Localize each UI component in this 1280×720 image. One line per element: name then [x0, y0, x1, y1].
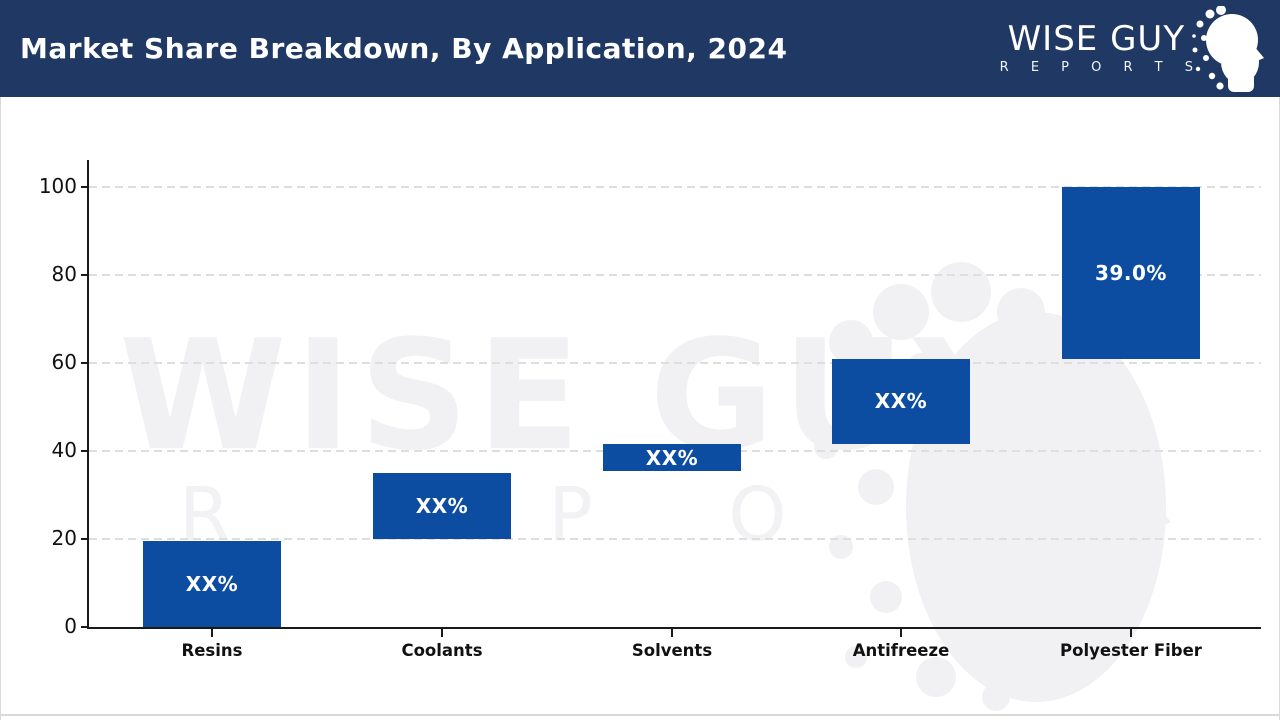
category-label-4: Polyester Fiber [1060, 641, 1202, 660]
bar-solvents: XX% [603, 444, 741, 471]
y-tick-label-60: 60 [51, 350, 77, 374]
y-axis [87, 160, 89, 629]
bar-value-label: XX% [415, 494, 469, 518]
wise-guy-logo: WISE GUY R E P O R T S [991, 5, 1266, 92]
gridline-100 [89, 186, 1261, 188]
category-label-2: Solvents [631, 641, 713, 660]
head-profile-icon [1192, 5, 1264, 92]
x-tick-4 [1130, 629, 1132, 637]
x-tick-2 [671, 629, 673, 637]
category-label-0: Resins [181, 641, 243, 660]
y-tick-label-20: 20 [51, 526, 77, 550]
category-label-1: Coolants [401, 641, 483, 660]
y-tick-20 [81, 538, 89, 540]
y-tick-label-40: 40 [51, 438, 77, 462]
bar-value-label: XX% [645, 445, 699, 470]
x-tick-0 [211, 629, 213, 637]
y-tick-0 [81, 626, 89, 628]
gridline-60 [89, 362, 1261, 364]
y-tick-label-100: 100 [38, 174, 77, 198]
bar-value-label: XX% [185, 572, 239, 597]
chart-canvas: WISE GUY R E P O R T S 0 20 40 60 80 100 XX% Re… [0, 97, 1280, 720]
x-axis [87, 627, 1261, 629]
watermark-head-icon [814, 262, 1171, 711]
y-tick-100 [81, 186, 89, 188]
y-tick-label-0: 0 [64, 614, 77, 638]
logo-wordmark: WISE GUY [1007, 19, 1186, 59]
bar-polyester-fiber: 39.0% [1062, 187, 1200, 359]
bar-resins: XX% [143, 541, 281, 627]
bar-value-label: 39.0% [1095, 260, 1167, 285]
gridline-80 [89, 274, 1261, 276]
x-tick-3 [900, 629, 902, 637]
header-bar: Market Share Breakdown, By Application, … [0, 0, 1280, 97]
y-tick-80 [81, 274, 89, 276]
bottom-divider [1, 714, 1280, 716]
bar-value-label: XX% [874, 389, 928, 414]
bar-coolants: XX% [373, 473, 511, 539]
category-label-3: Antifreeze [852, 641, 950, 660]
bar-antifreeze: XX% [832, 358, 970, 445]
y-tick-40 [81, 450, 89, 452]
page-title: Market Share Breakdown, By Application, … [20, 32, 788, 65]
gridline-20 [89, 538, 1261, 540]
logo-subtext: R E P O R T S [999, 60, 1202, 75]
x-tick-1 [441, 629, 443, 637]
y-tick-label-80: 80 [51, 262, 77, 286]
y-tick-60 [81, 362, 89, 364]
